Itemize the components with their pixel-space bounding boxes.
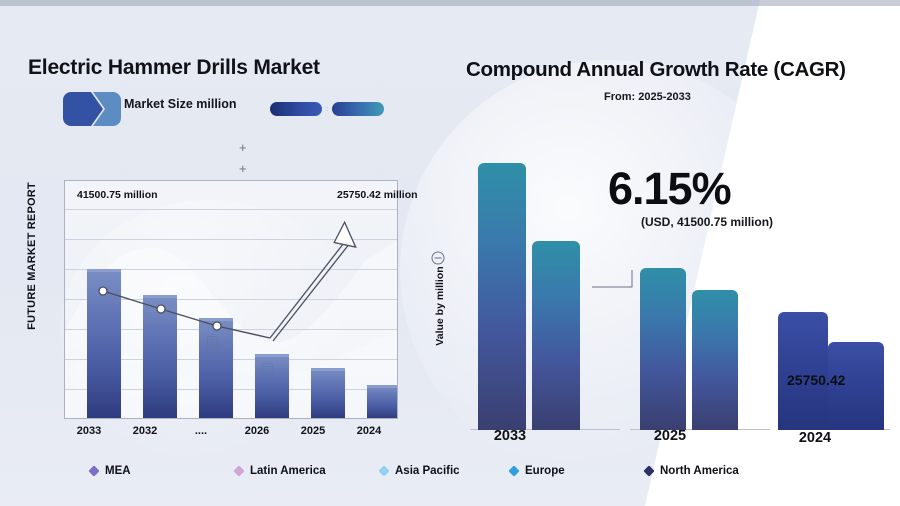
- bar-2033-upper: [478, 163, 526, 430]
- x-tick-2025: 2025: [300, 425, 326, 437]
- plus-icon: +: [239, 161, 247, 176]
- grid-line: [65, 239, 397, 240]
- x-tick-mid: ....: [194, 425, 208, 437]
- legend-marker-icon: [88, 465, 100, 477]
- x-tick-2026: 2026: [244, 425, 270, 437]
- x-tick-2033: 2033: [76, 425, 102, 437]
- x-tick-2032: 2032: [132, 425, 158, 437]
- grid-line: [65, 299, 397, 300]
- bar-2032: [143, 295, 177, 418]
- cagr-value: 6.15%: [608, 163, 732, 214]
- bar-mid: [199, 318, 233, 418]
- bar-2025-upper: [640, 268, 686, 430]
- legend-item-europe[interactable]: Europe: [508, 465, 645, 477]
- right-x-tick-2025: 2025: [653, 428, 687, 444]
- legend-item-north-america[interactable]: North America: [643, 465, 739, 477]
- chart-legend: MEA Latin America Asia Pacific Europe No…: [88, 465, 739, 477]
- bar-2024: [367, 385, 397, 418]
- x-tick-2024: 2024: [356, 425, 382, 437]
- plus-icon: +: [239, 140, 247, 155]
- legend-pills: :: [270, 102, 384, 116]
- legend-label: North America: [660, 465, 739, 477]
- pill-separator: :: [326, 105, 328, 113]
- legend-item-latin-america[interactable]: Latin America: [233, 465, 380, 477]
- bar-2025: [311, 368, 345, 418]
- bar-2026: [255, 354, 289, 418]
- cagr-title: Compound Annual Growth Rate (CAGR): [466, 58, 846, 81]
- pill-primary: [270, 102, 322, 116]
- left-value-label: 41500.75 million: [77, 189, 158, 201]
- grid-line: [65, 209, 397, 210]
- legend-marker-icon: [378, 465, 390, 477]
- legend-marker-icon: [643, 465, 655, 477]
- right-x-tick-2033: 2033: [493, 428, 527, 444]
- legend-item-mea[interactable]: MEA: [88, 465, 235, 477]
- pill-secondary: [331, 102, 384, 116]
- right-value-label: 25750.42 million: [337, 189, 418, 201]
- bar-2024-lower: [828, 342, 884, 430]
- y-axis-title-left: FUTURE MARKET REPORT: [26, 182, 38, 330]
- bar-2033-lower: [532, 241, 580, 430]
- bar-2024-upper: [778, 312, 828, 430]
- bar-2025-lower: [692, 290, 738, 430]
- grid-line: [65, 269, 397, 270]
- right-x-tick-2024: 2024: [798, 430, 832, 446]
- bracket-icon: [592, 270, 633, 288]
- window-icon: [262, 363, 273, 374]
- market-size-label: Market Size million: [124, 97, 237, 111]
- hex-overlap-logo-icon: [63, 92, 121, 126]
- cagr-note: (USD, 41500.75 million): [641, 215, 774, 229]
- legend-label: MEA: [105, 465, 131, 477]
- right-bar-chart: [440, 150, 900, 430]
- legend-item-asia-pacific[interactable]: Asia Pacific: [378, 465, 510, 477]
- right-chart-value-label: 25750.42: [787, 372, 846, 388]
- cagr-subtitle: From: 2025-2033: [604, 91, 691, 103]
- legend-marker-icon: [508, 465, 520, 477]
- legend-marker-icon: [233, 465, 245, 477]
- document-icon: [207, 336, 218, 349]
- left-bar-chart: [64, 180, 398, 419]
- minus-circle-icon: [431, 251, 445, 265]
- legend-label: Asia Pacific: [395, 465, 460, 477]
- legend-label: Europe: [525, 465, 565, 477]
- page-title: Electric Hammer Drills Market: [28, 56, 320, 79]
- legend-label: Latin America: [250, 465, 326, 477]
- trend-line-overlay: [98, 220, 357, 342]
